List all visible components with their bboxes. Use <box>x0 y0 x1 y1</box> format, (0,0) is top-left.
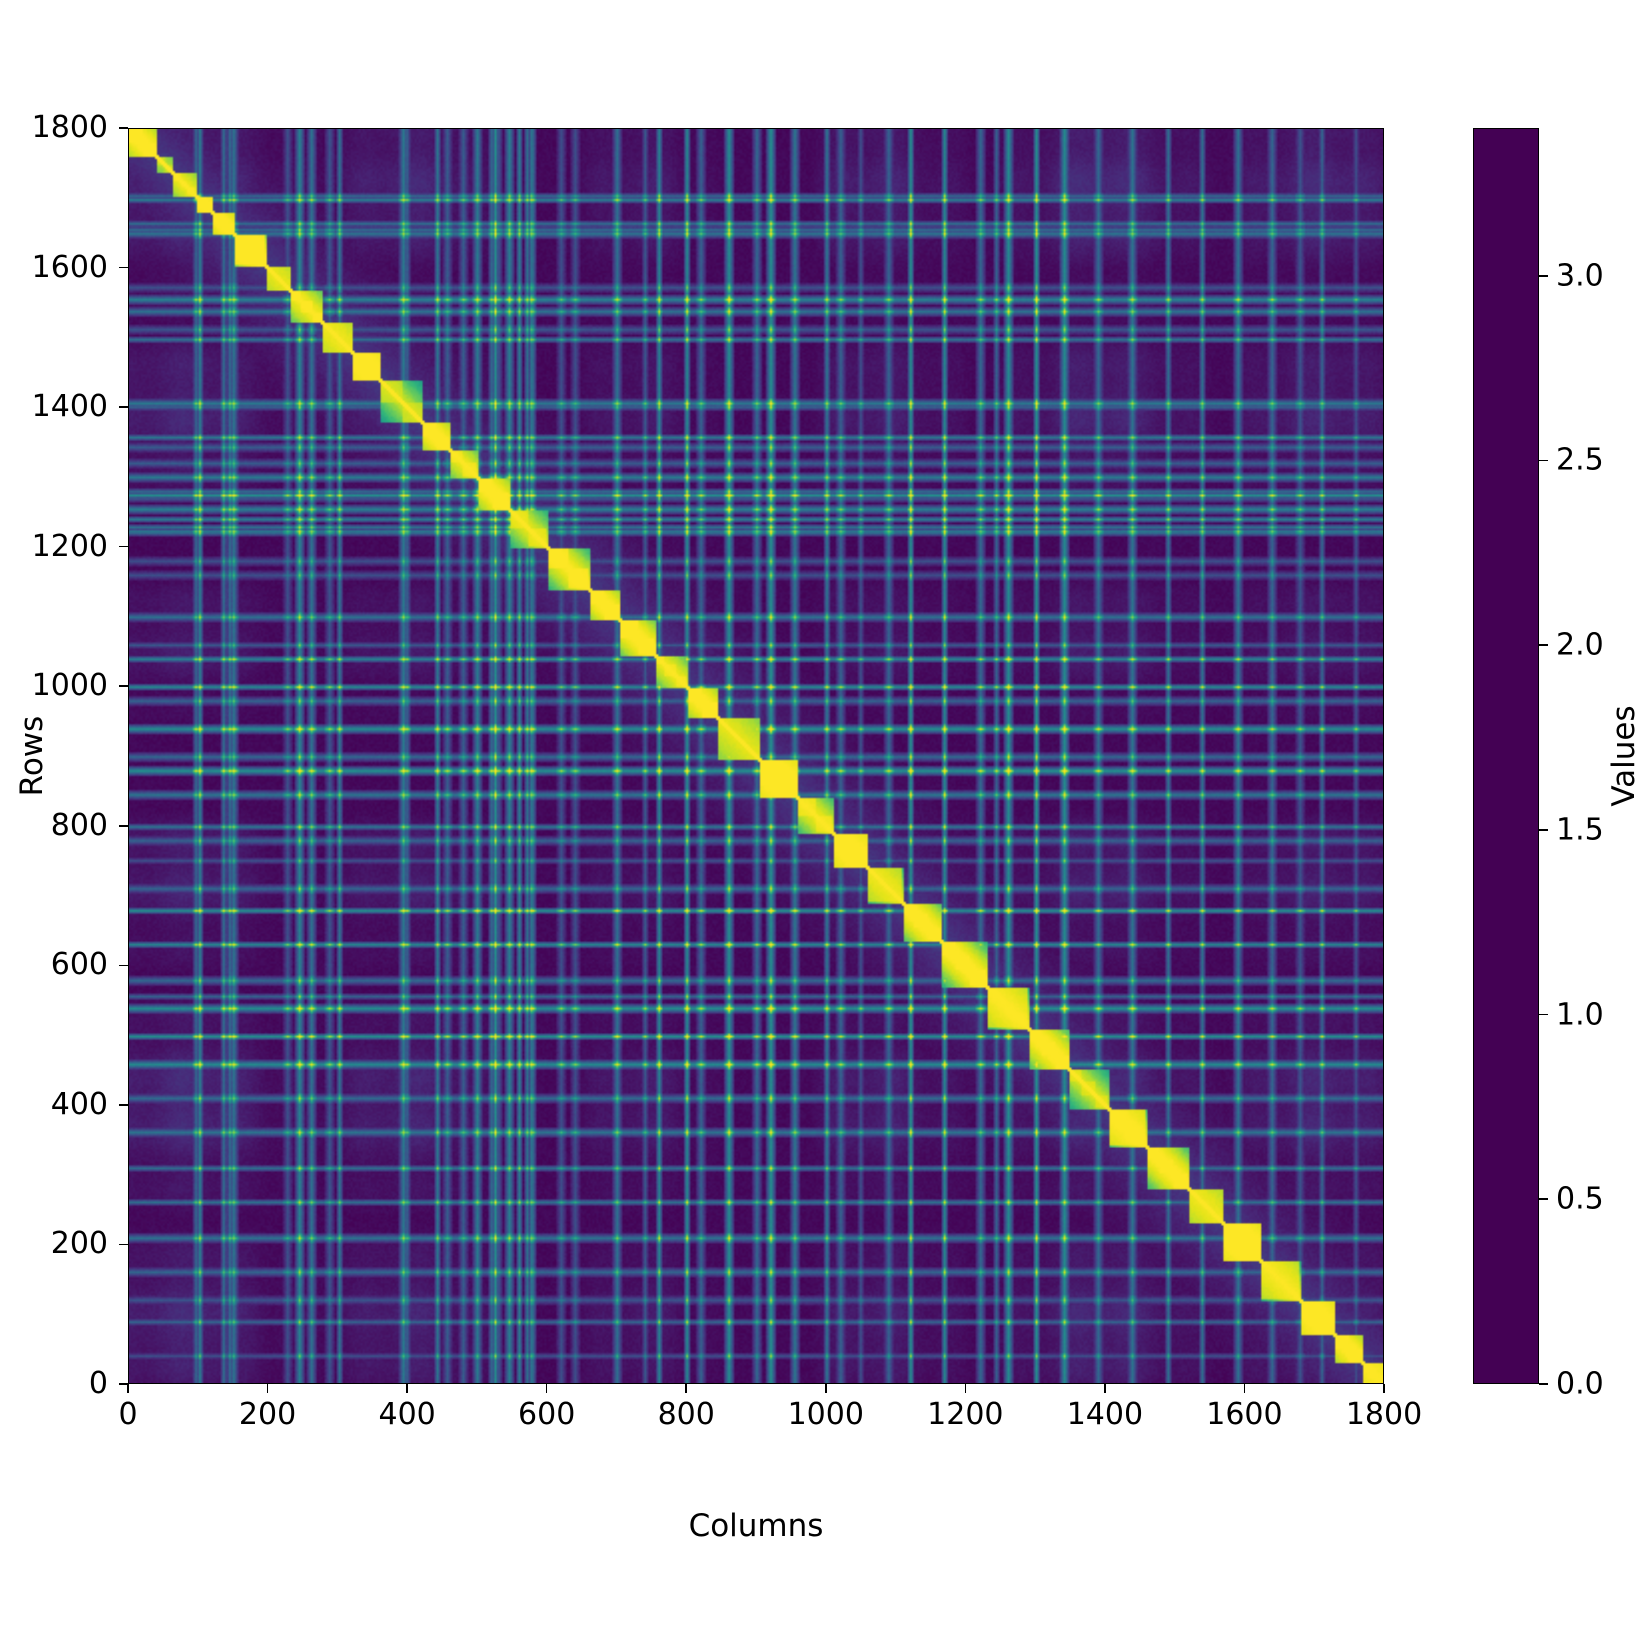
colorbar-tick-label: 2.5 <box>1556 442 1604 478</box>
y-tick-label: 0 <box>88 1366 108 1401</box>
x-tick-label: 1400 <box>1066 1397 1144 1432</box>
x-tick-mark <box>266 1384 269 1393</box>
y-tick-mark <box>119 1104 128 1106</box>
y-tick-mark <box>119 1243 128 1246</box>
x-tick-mark <box>127 1384 129 1393</box>
x-tick-mark <box>545 1384 548 1393</box>
colorbar-label: Values <box>1606 705 1642 807</box>
x-axis-label: Columns <box>688 1508 824 1544</box>
colorbar-gradient <box>1474 129 1538 1383</box>
x-tick-label: 800 <box>657 1397 715 1432</box>
colorbar-tick-label: 0.5 <box>1556 1181 1604 1217</box>
y-tick-label: 600 <box>50 947 108 983</box>
heatmap-axes <box>128 128 1384 1384</box>
x-tick-label: 0 <box>118 1397 138 1432</box>
y-tick-mark <box>119 127 128 129</box>
x-tick-mark <box>1243 1384 1246 1393</box>
colorbar-tick-mark <box>1539 644 1548 646</box>
colorbar-tick-label: 1.0 <box>1556 997 1604 1033</box>
colorbar-tick-label: 3.0 <box>1556 258 1604 294</box>
y-tick-label: 1400 <box>31 389 108 425</box>
colorbar <box>1473 128 1539 1384</box>
colorbar-tick-label: 2.0 <box>1556 627 1604 663</box>
y-tick-mark <box>119 266 128 269</box>
colorbar-tick-mark <box>1539 829 1548 831</box>
x-tick-mark <box>1383 1384 1385 1393</box>
y-tick-mark <box>119 406 128 408</box>
colorbar-tick-mark <box>1539 274 1548 277</box>
y-tick-mark <box>119 545 128 548</box>
y-tick-mark <box>119 1383 128 1385</box>
y-tick-mark <box>119 964 128 967</box>
colorbar-tick-mark <box>1539 1198 1548 1201</box>
y-tick-mark <box>119 685 128 688</box>
heatmap-image <box>129 129 1383 1383</box>
x-tick-mark <box>685 1384 688 1393</box>
x-tick-label: 1800 <box>1345 1397 1423 1432</box>
colorbar-tick-label: 0.0 <box>1556 1366 1604 1402</box>
y-tick-label: 1600 <box>31 249 108 285</box>
colorbar-tick-mark <box>1539 1013 1548 1016</box>
y-axis-label: Rows <box>14 715 50 797</box>
x-tick-label: 600 <box>518 1397 576 1432</box>
y-tick-label: 1000 <box>31 668 108 704</box>
x-tick-mark <box>964 1384 967 1393</box>
x-tick-label: 1200 <box>927 1397 1004 1432</box>
y-tick-mark <box>119 824 128 827</box>
y-tick-label: 1800 <box>31 110 108 145</box>
x-tick-label: 400 <box>378 1397 436 1432</box>
x-tick-mark <box>824 1384 827 1393</box>
colorbar-tick-mark <box>1539 459 1548 462</box>
x-tick-label: 1000 <box>787 1397 864 1432</box>
colorbar-tick-label: 1.5 <box>1556 812 1604 848</box>
x-tick-label: 1600 <box>1206 1397 1283 1432</box>
y-tick-label: 1200 <box>31 528 108 564</box>
y-tick-label: 400 <box>50 1086 108 1122</box>
y-tick-label: 800 <box>50 807 108 843</box>
x-tick-mark <box>406 1384 408 1393</box>
x-tick-label: 200 <box>238 1397 297 1432</box>
colorbar-tick-mark <box>1539 1383 1548 1385</box>
y-tick-label: 200 <box>50 1226 108 1262</box>
x-tick-mark <box>1104 1384 1106 1393</box>
